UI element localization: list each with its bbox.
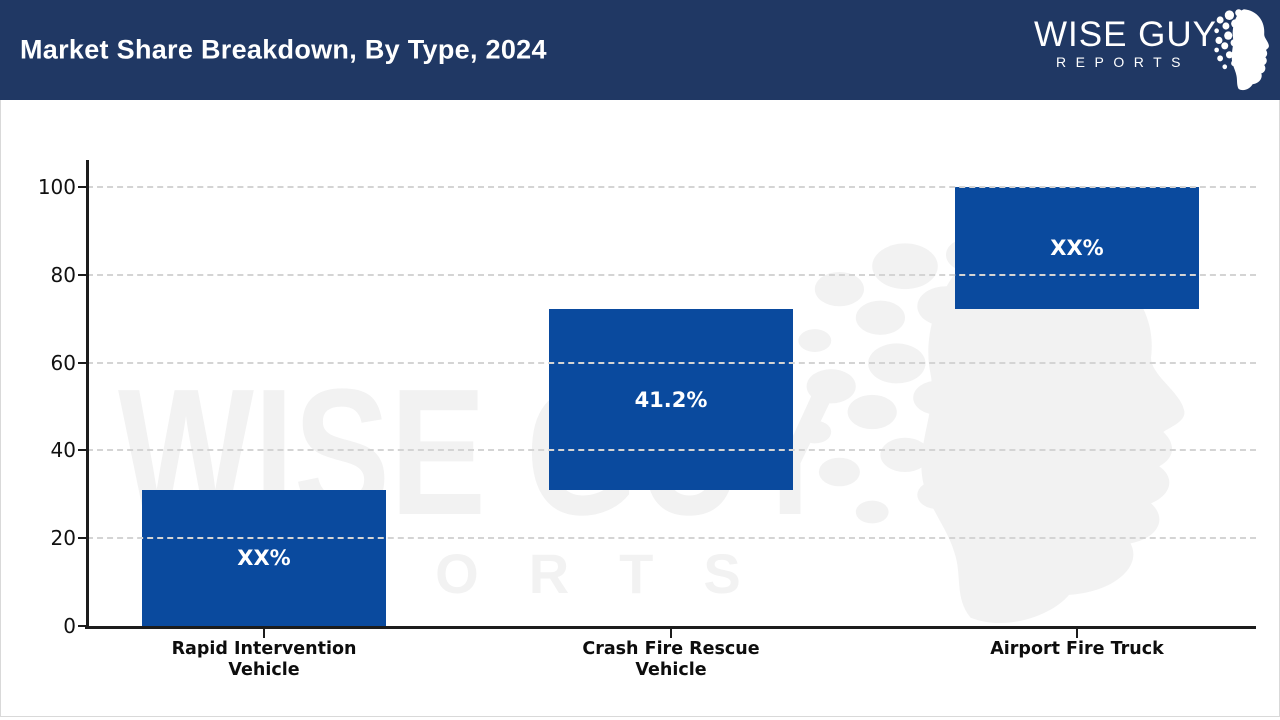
x-category-label: Airport Fire Truck xyxy=(990,639,1164,659)
gridline-60 xyxy=(87,361,1256,364)
bar-segment: XX% xyxy=(142,490,386,626)
page-title: Market Share Breakdown, By Type, 2024 xyxy=(20,34,547,65)
y-tick-mark xyxy=(78,186,86,188)
gridline-20 xyxy=(87,537,1256,540)
y-tick-label: 0 xyxy=(63,614,76,638)
x-tick-mark xyxy=(263,629,265,638)
bar-value-label: XX% xyxy=(1050,236,1104,261)
y-tick-label: 60 xyxy=(50,350,76,375)
x-category-label: Rapid Intervention Vehicle xyxy=(171,639,357,680)
x-category-label: Crash Fire Rescue Vehicle xyxy=(582,639,760,680)
bar-segment: XX% xyxy=(955,187,1199,310)
bar-value-label: XX% xyxy=(237,546,291,571)
wiseguy-logo: WISE GUY REPORTS xyxy=(1034,4,1272,96)
y-tick-label: 20 xyxy=(50,526,76,551)
y-axis-line xyxy=(86,160,89,628)
gridline-100 xyxy=(87,186,1256,188)
y-tick-mark xyxy=(78,537,86,540)
gridline-80 xyxy=(87,273,1256,276)
logo-wordmark: WISE GUY xyxy=(1034,15,1218,54)
y-tick-label: 100 xyxy=(37,175,76,199)
x-tick-mark xyxy=(1076,629,1078,638)
x-axis-line xyxy=(85,626,1256,629)
y-tick-mark xyxy=(78,625,86,627)
y-tick-label: 40 xyxy=(50,438,76,463)
logo-face-icon xyxy=(1214,9,1269,91)
gridline-40 xyxy=(87,449,1256,452)
x-tick-mark xyxy=(670,629,672,638)
logo-text: WISE GUY REPORTS xyxy=(1034,15,1218,70)
bar-segment: 41.2% xyxy=(549,309,793,491)
header-bar: Market Share Breakdown, By Type, 2024 WI… xyxy=(0,0,1280,100)
logo-subtext: REPORTS xyxy=(1056,54,1190,70)
bar-value-label: 41.2% xyxy=(634,387,708,412)
y-tick-mark xyxy=(78,273,86,276)
y-tick-mark xyxy=(78,449,86,452)
y-tick-label: 80 xyxy=(50,262,76,287)
y-tick-mark xyxy=(78,361,86,364)
